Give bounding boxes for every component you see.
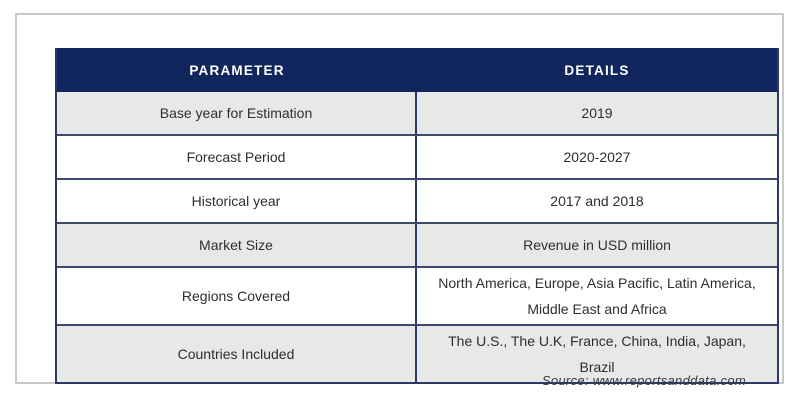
cell-parameter: Regions Covered — [57, 268, 417, 324]
header-cell-parameter: PARAMETER — [189, 62, 285, 78]
cell-parameter: Market Size — [57, 224, 417, 266]
cell-details: 2017 and 2018 — [550, 193, 644, 209]
header-cell-details: DETAILS — [564, 62, 630, 78]
table-row: Base year for Estimation 2019 — [57, 92, 777, 134]
cell-details: North America, Europe, Asia Pacific, Lat… — [438, 275, 756, 317]
table-row: Market Size Revenue in USD million — [57, 222, 777, 266]
cell-parameter: Historical year — [57, 180, 417, 222]
cell-details: Revenue in USD million — [523, 237, 671, 253]
cell-parameter: Base year for Estimation — [57, 92, 417, 134]
cell-details: 2020-2027 — [563, 149, 631, 165]
parameters-table: PARAMETER DETAILS Base year for Estimati… — [55, 48, 779, 384]
cell-parameter: Countries Included — [57, 326, 417, 382]
cell-details: The U.S., The U.K, France, China, India,… — [448, 333, 746, 375]
table-row: Countries Included The U.S., The U.K, Fr… — [57, 324, 777, 382]
table-header-row: PARAMETER DETAILS — [57, 48, 777, 92]
source-attribution: Source: www.reportsanddata.com — [541, 373, 746, 388]
table-row: Forecast Period 2020-2027 — [57, 134, 777, 178]
table-row: Historical year 2017 and 2018 — [57, 178, 777, 222]
cell-details: 2019 — [581, 105, 613, 121]
cell-parameter: Forecast Period — [57, 136, 417, 178]
table-row: Regions Covered North America, Europe, A… — [57, 266, 777, 324]
content-frame: PARAMETER DETAILS Base year for Estimati… — [15, 13, 784, 388]
